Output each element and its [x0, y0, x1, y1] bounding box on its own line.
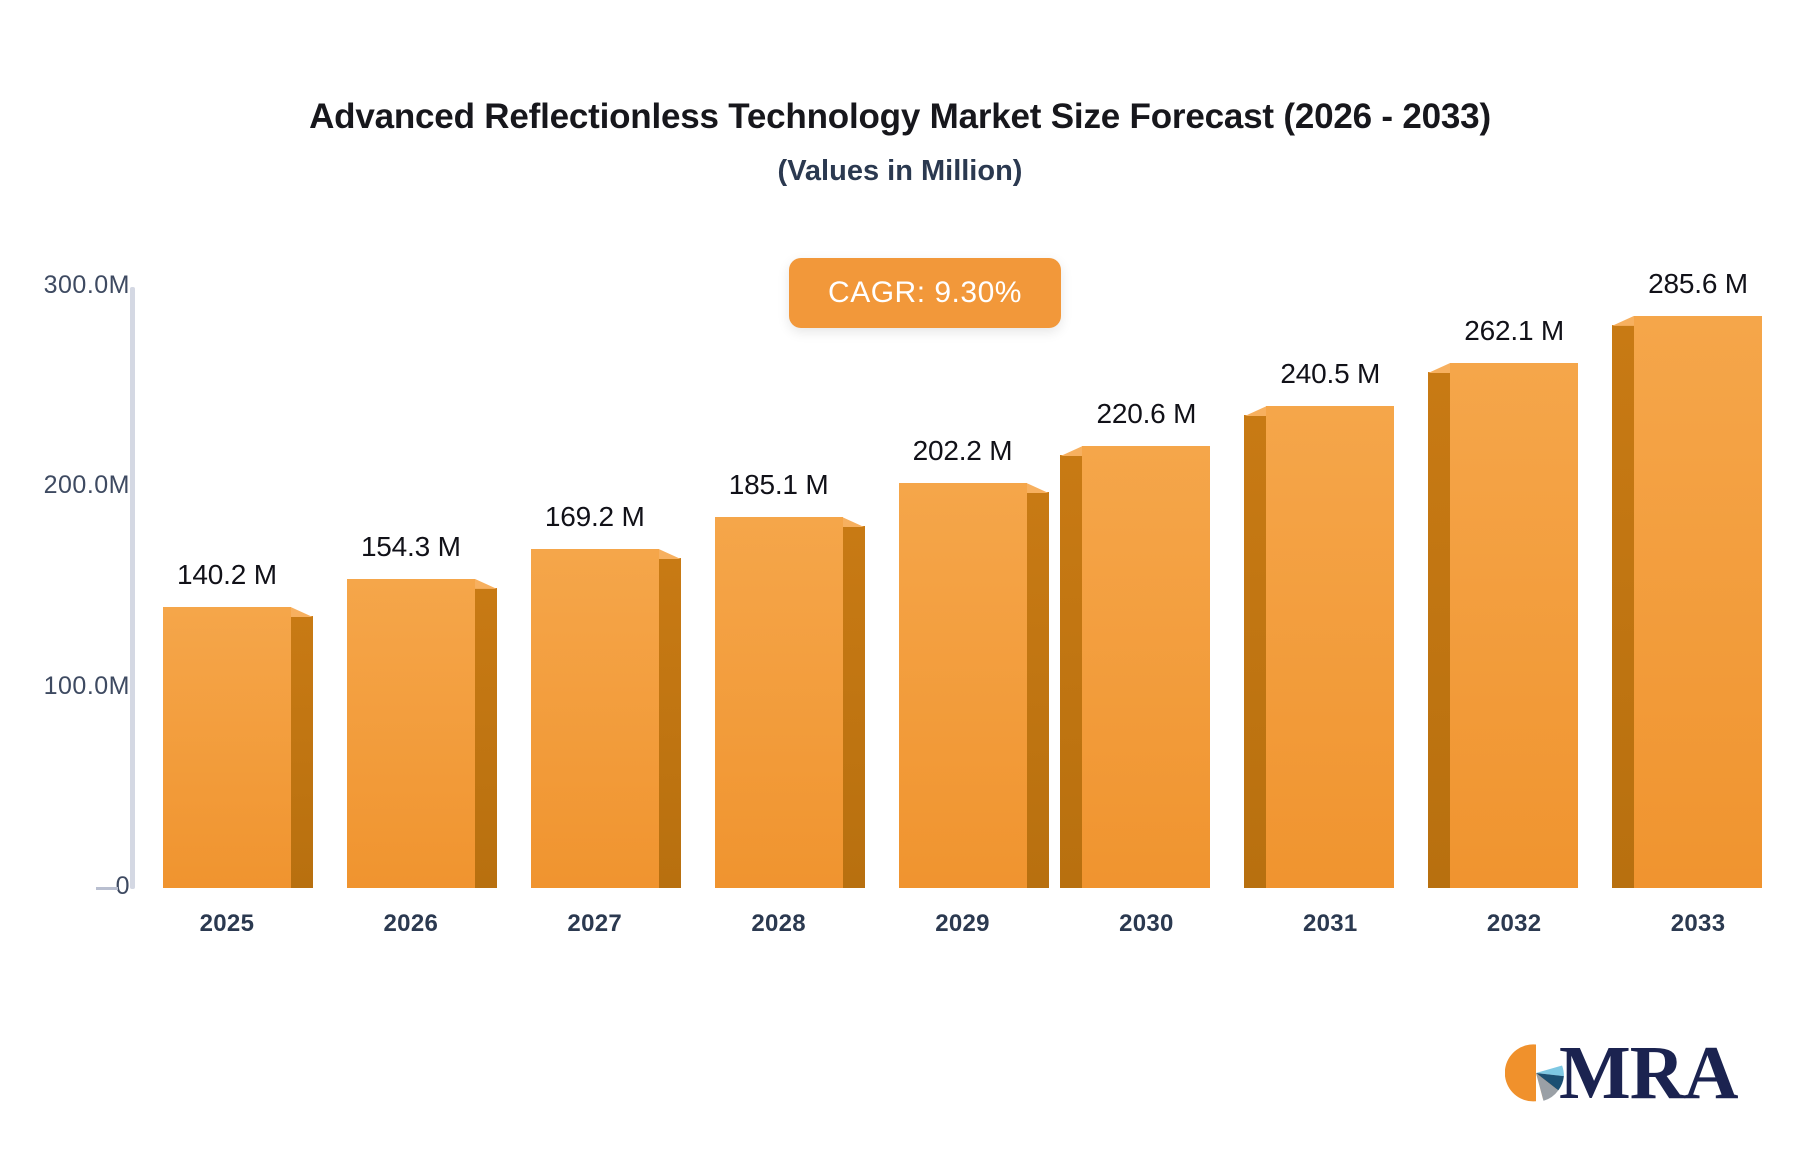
bar-top-face: [842, 517, 865, 528]
bar-2032[interactable]: [1428, 362, 1579, 888]
pie-chart-logo-icon: [1505, 1044, 1564, 1102]
bar-side-face: [1026, 491, 1049, 888]
bar-front-face: [714, 517, 843, 888]
bar-top-face: [1612, 315, 1635, 326]
y-tick-label: 300.0M: [43, 271, 130, 299]
bar-front-face: [1634, 315, 1763, 888]
bar-value-label: 240.5 M: [1280, 358, 1381, 390]
bar-front-face: [898, 482, 1027, 888]
logo-text: MRA: [1559, 1031, 1739, 1115]
bar-value-label: 220.6 M: [1096, 398, 1197, 430]
bar-top-face: [1060, 446, 1083, 457]
bar-2029[interactable]: [898, 482, 1049, 888]
bar-side-face: [1060, 455, 1083, 888]
bar-top-face: [1026, 482, 1049, 493]
bar-side-face: [474, 587, 497, 888]
bar-value-label: 202.2 M: [912, 434, 1013, 466]
bar-value-label: 140.2 M: [177, 559, 277, 591]
bar-side-face: [658, 558, 681, 888]
y-tick-label: 0: [115, 872, 130, 900]
x-tick-label-2028: 2028: [751, 910, 806, 937]
title-block: Advanced Reflectionless Technology Marke…: [0, 96, 1800, 189]
bar-2026[interactable]: [346, 578, 497, 888]
y-tick-100.0M: 100.0M: [0, 672, 130, 702]
bar-side-face: [842, 526, 865, 888]
bar-top-face: [1428, 362, 1451, 373]
bar-top-face: [474, 578, 497, 589]
bar-2031[interactable]: [1244, 406, 1395, 888]
y-tick-dash: [96, 887, 118, 890]
bar-front-face: [1266, 406, 1395, 888]
cagr-badge: CAGR: 9.30%: [789, 258, 1061, 328]
x-tick-label-2029: 2029: [935, 910, 990, 937]
bar-front-face: [1450, 362, 1579, 888]
bar-value-label: 285.6 M: [1648, 267, 1748, 299]
page-subtitle: (Values in Million): [777, 155, 1023, 187]
y-tick-200.0M: 200.0M: [0, 471, 130, 501]
bar-value-label: 154.3 M: [360, 530, 461, 562]
bar-side-face: [1244, 415, 1267, 888]
y-tick-label: 200.0M: [43, 471, 130, 500]
bar-value-label: 262.1 M: [1464, 314, 1565, 346]
bar-value-label: 169.2 M: [544, 501, 645, 533]
bar-2033[interactable]: [1612, 315, 1763, 888]
x-tick-label-2027: 2027: [567, 910, 623, 937]
bar-2028[interactable]: [714, 517, 865, 888]
brand-logo: MRA: [1505, 1031, 1739, 1115]
bar-front-face: [346, 578, 475, 888]
bar-side-face: [1428, 371, 1451, 888]
bar-top-face: [290, 607, 313, 618]
x-tick-label-2033: 2033: [1670, 910, 1726, 937]
bar-2027[interactable]: [530, 549, 681, 888]
bar-side-face: [290, 616, 313, 888]
x-tick-label-2032: 2032: [1486, 910, 1542, 937]
bar-2025[interactable]: [162, 607, 313, 888]
bar-front-face: [530, 549, 659, 888]
x-tick-label-2026: 2026: [383, 910, 439, 937]
bar-front-face: [162, 607, 291, 888]
page-title: Advanced Reflectionless Technology Marke…: [309, 97, 1491, 136]
bar-top-face: [1244, 406, 1267, 417]
y-axis-line: [130, 287, 135, 889]
bar-2030[interactable]: [1060, 446, 1211, 888]
bar-front-face: [1082, 446, 1211, 888]
bar-value-label: 185.1 M: [728, 469, 829, 501]
x-tick-label-2031: 2031: [1302, 910, 1358, 937]
x-tick-label-2025: 2025: [199, 910, 255, 937]
y-tick-0: 0: [0, 872, 130, 902]
y-tick-300.0M: 300.0M: [0, 271, 130, 301]
y-tick-label: 100.0M: [43, 671, 130, 700]
bar-top-face: [658, 549, 681, 560]
bar-side-face: [1612, 324, 1635, 888]
x-tick-label-2030: 2030: [1119, 910, 1174, 937]
